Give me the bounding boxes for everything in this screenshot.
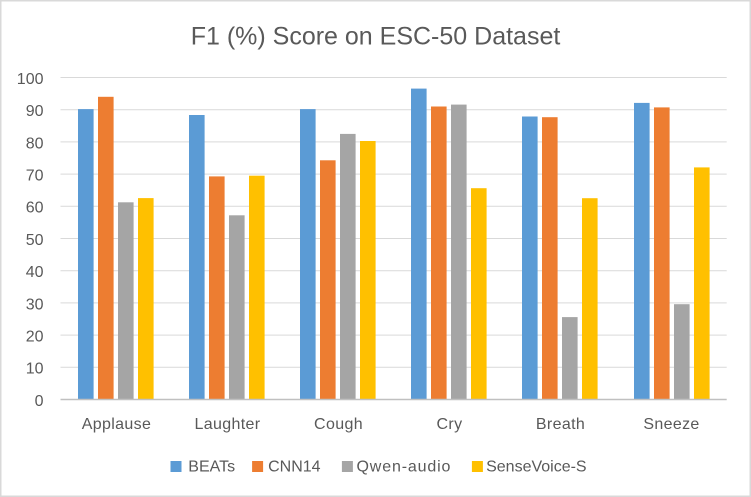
svg-text:90: 90 xyxy=(26,103,44,120)
svg-text:70: 70 xyxy=(26,168,44,185)
svg-text:BEATs: BEATs xyxy=(188,458,235,475)
svg-text:Applause: Applause xyxy=(82,416,152,433)
svg-text:20: 20 xyxy=(26,329,44,346)
svg-text:30: 30 xyxy=(26,296,44,313)
svg-text:Qwen-audio: Qwen-audio xyxy=(357,458,452,475)
svg-text:Sneeze: Sneeze xyxy=(643,416,699,433)
svg-text:100: 100 xyxy=(17,71,44,88)
svg-text:Laughter: Laughter xyxy=(195,416,261,433)
svg-text:SenseVoice-S: SenseVoice-S xyxy=(486,458,587,475)
svg-text:Cough: Cough xyxy=(314,416,363,433)
svg-text:60: 60 xyxy=(26,200,44,217)
svg-text:Cry: Cry xyxy=(437,416,463,433)
svg-text:40: 40 xyxy=(26,264,44,281)
svg-text:50: 50 xyxy=(26,232,44,249)
svg-text:CNN14: CNN14 xyxy=(268,458,321,475)
svg-text:Breath: Breath xyxy=(536,416,585,433)
svg-text:80: 80 xyxy=(26,135,44,152)
svg-text:10: 10 xyxy=(26,361,44,378)
svg-text:F1 (%) Score on ESC-50 Dataset: F1 (%) Score on ESC-50 Dataset xyxy=(191,23,561,51)
svg-text:0: 0 xyxy=(35,393,44,410)
